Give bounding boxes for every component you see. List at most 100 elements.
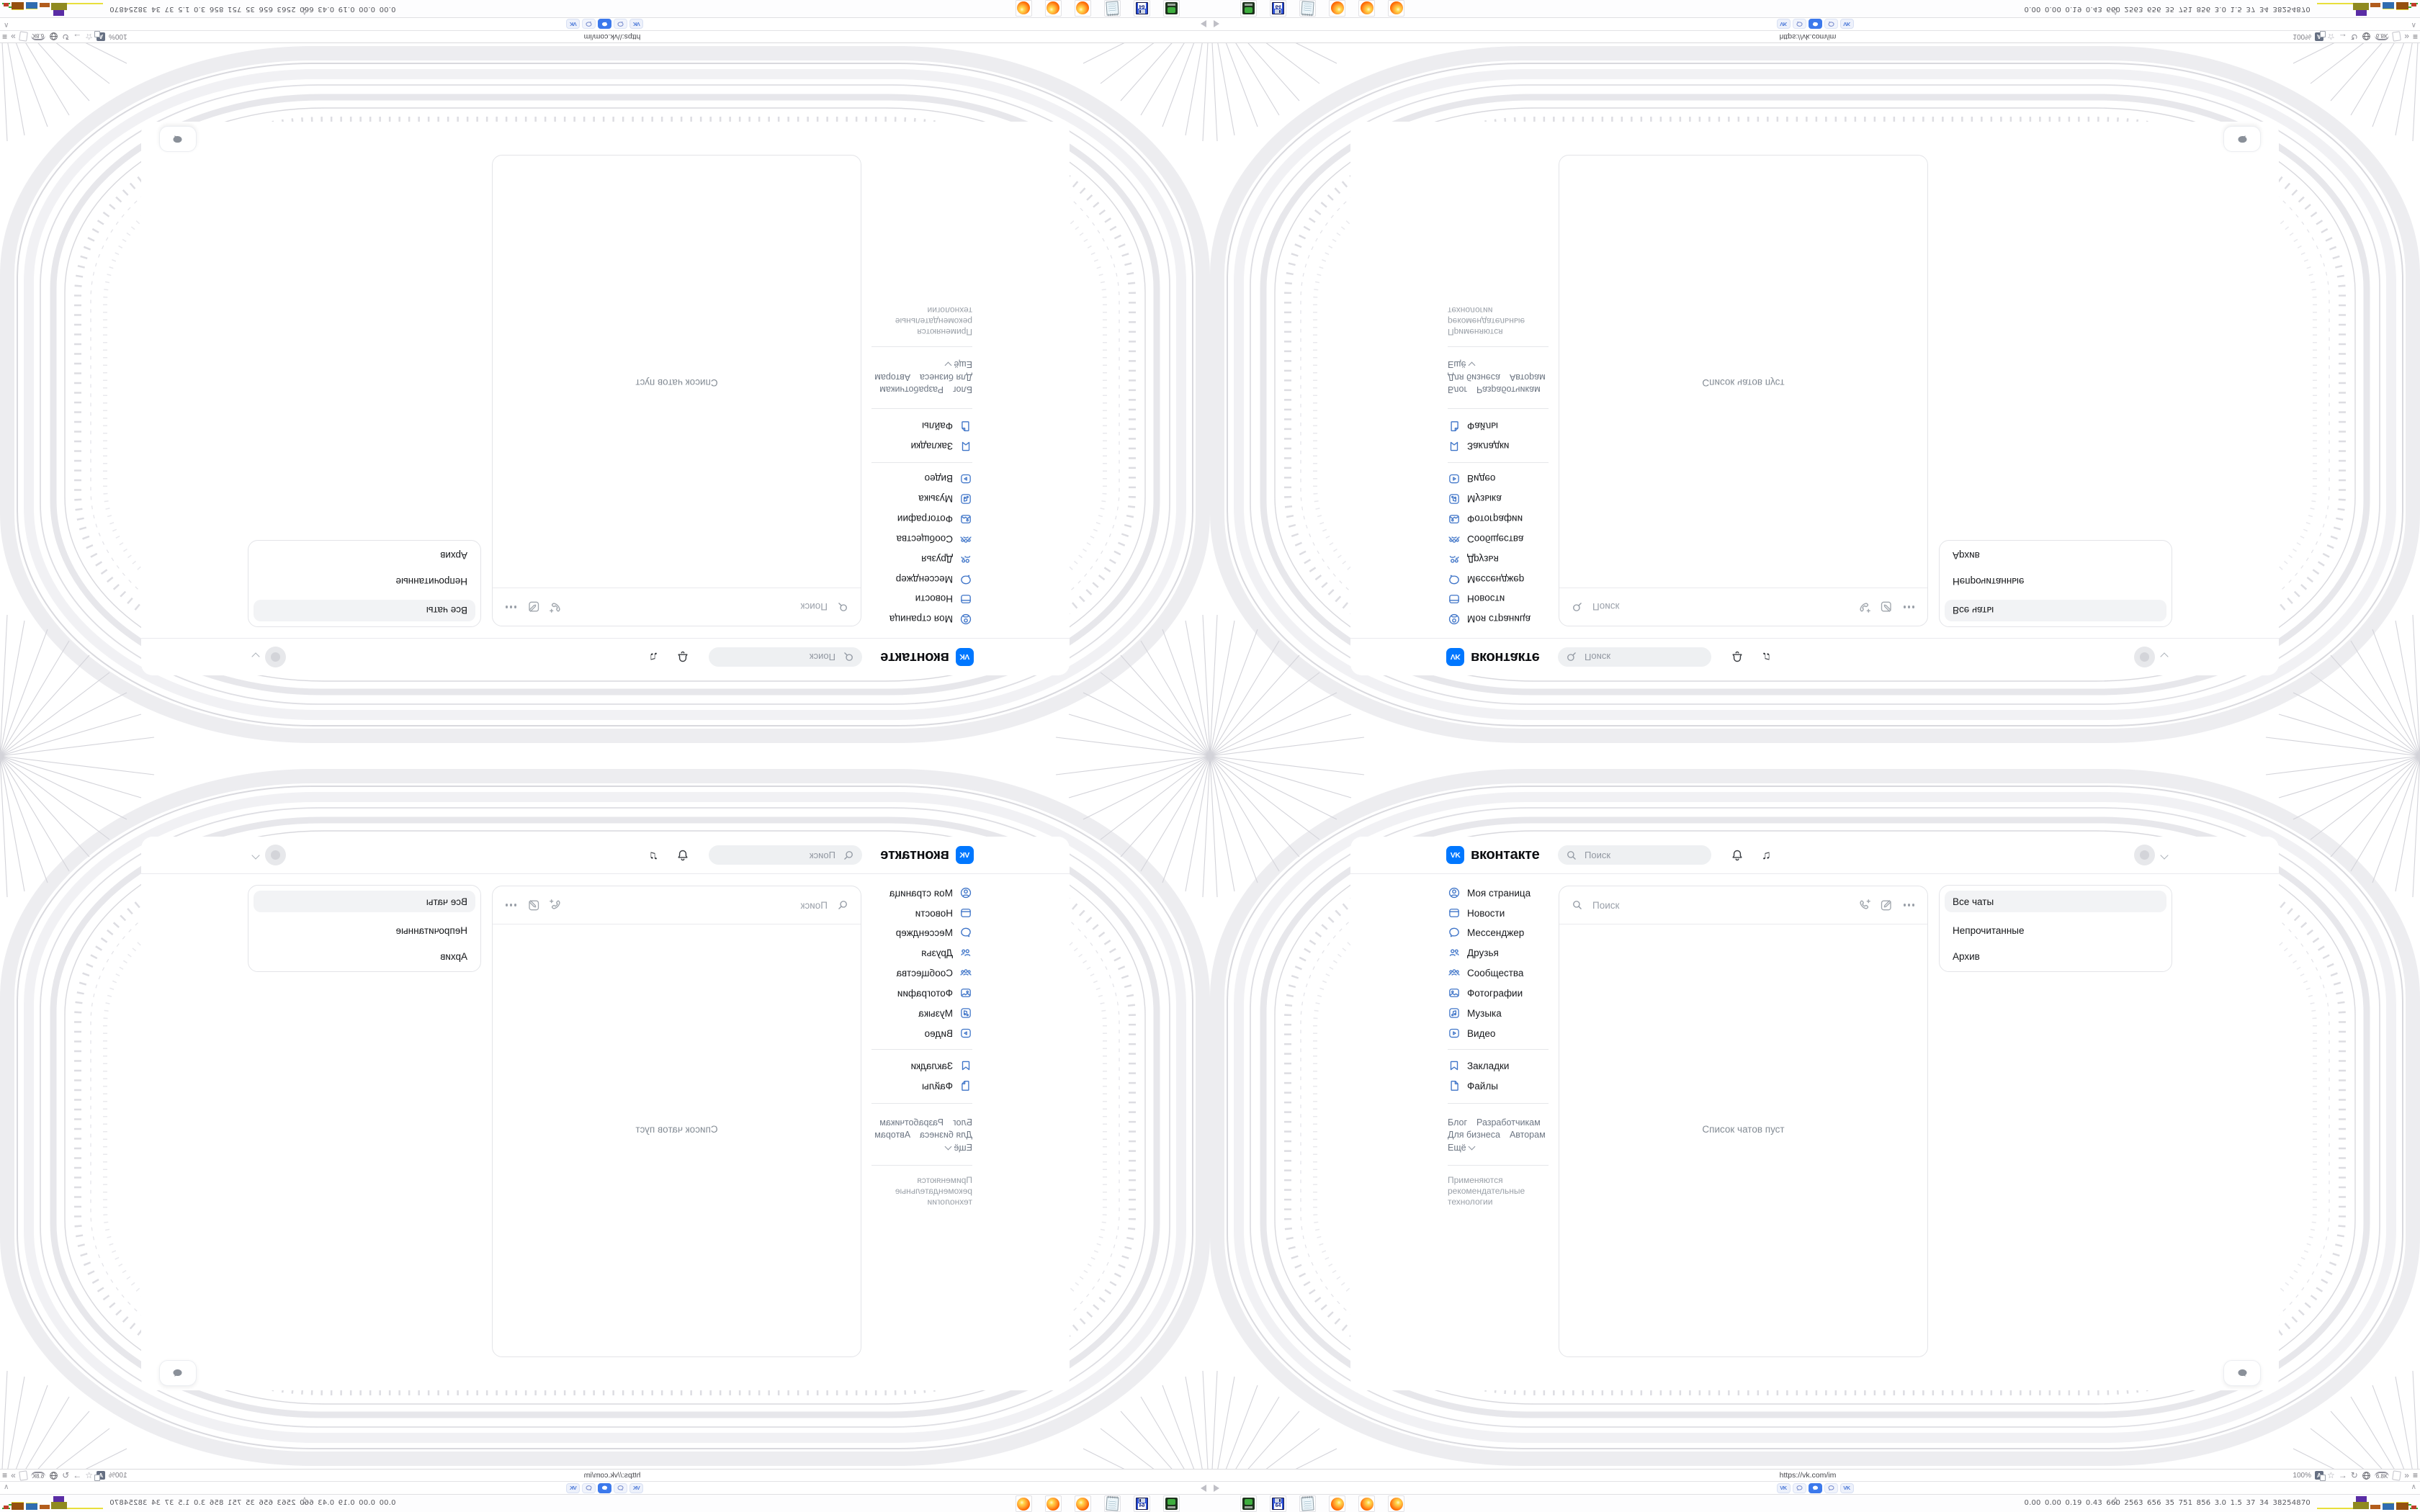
link-authors[interactable]: Авторам xyxy=(1509,372,1546,382)
sidebar-item-news[interactable]: Новости xyxy=(1448,592,1505,606)
notifications-bell-icon[interactable] xyxy=(676,848,690,863)
compose-message-button[interactable] xyxy=(1879,600,1894,615)
link-authors[interactable]: Авторам xyxy=(874,1130,911,1140)
blocker-count-badge[interactable]: 6.8K xyxy=(2374,1471,2390,1480)
chevron-down-icon[interactable] xyxy=(251,652,260,661)
blocker-count-badge[interactable]: 6.8K xyxy=(2374,32,2390,41)
browser-tab-chat[interactable] xyxy=(614,1482,628,1493)
chevron-down-icon[interactable] xyxy=(2160,652,2169,661)
support-chat-button[interactable] xyxy=(159,1360,197,1386)
link-developers[interactable]: Разработчикам xyxy=(879,384,944,395)
browser-tab-chat-active[interactable] xyxy=(598,1482,612,1493)
tab-scroll-left-icon[interactable] xyxy=(1214,1485,1219,1492)
filter-archive[interactable]: Архив xyxy=(1953,950,1980,962)
global-search[interactable] xyxy=(1558,845,1711,865)
firefox-app-button[interactable] xyxy=(1075,1495,1091,1512)
bookmark-star-icon[interactable]: ☆ xyxy=(85,32,93,42)
browser-tab-chat-active[interactable] xyxy=(1808,19,1822,30)
sidebar-item-video[interactable]: Видео xyxy=(1448,472,1495,486)
url-bar[interactable]: https://vk.com/im xyxy=(1779,32,1837,41)
music-icon[interactable]: ♫ xyxy=(649,650,658,664)
sidebar-item-communities[interactable]: Сообщества xyxy=(1448,966,1523,980)
filter-all-chats[interactable]: Все чаты xyxy=(1945,891,2166,912)
globe-icon[interactable] xyxy=(49,1471,58,1480)
notes-icon[interactable] xyxy=(18,31,28,42)
filter-archive[interactable]: Архив xyxy=(1953,550,1980,562)
overflow-chevrons-icon[interactable]: » xyxy=(11,32,16,42)
global-search-input[interactable] xyxy=(1583,651,1694,663)
menu-icon[interactable]: ≡ xyxy=(2412,32,2418,42)
browser-tab-chat-active[interactable] xyxy=(598,19,612,30)
global-search-input[interactable] xyxy=(726,651,837,663)
link-developers[interactable]: Разработчикам xyxy=(1476,1117,1541,1128)
sidebar-item-news[interactable]: Новости xyxy=(1448,906,1505,920)
compose-message-button[interactable] xyxy=(526,600,541,615)
more-options-button[interactable] xyxy=(1901,898,1917,913)
chevron-down-icon[interactable] xyxy=(2160,851,2169,860)
link-business[interactable]: Для бизнеса xyxy=(1448,1130,1500,1140)
blocker-count-badge[interactable]: 6.8K xyxy=(30,1471,46,1480)
support-chat-button[interactable] xyxy=(2223,1360,2261,1386)
sidebar-item-music[interactable]: Музыка xyxy=(1448,1006,1502,1020)
floppy-app-button[interactable]: 64 xyxy=(1270,1495,1286,1512)
chevron-up-icon[interactable]: ∧ xyxy=(2411,1483,2416,1491)
sidebar-item-friends[interactable]: Друзья xyxy=(1448,552,1499,567)
firefox-app-button[interactable] xyxy=(1045,1495,1062,1512)
sidebar-item-friends[interactable]: Друзья xyxy=(921,945,972,960)
sidebar-item-profile[interactable]: Моя страница xyxy=(1448,612,1531,626)
disk-tool-app-button[interactable] xyxy=(1240,0,1257,17)
notepad-app-button[interactable] xyxy=(1104,1495,1121,1512)
chat-search-input[interactable] xyxy=(1591,899,1850,912)
chevron-up-icon[interactable]: ∧ xyxy=(4,21,9,29)
link-more[interactable]: Ещё xyxy=(944,1143,972,1153)
sidebar-item-music[interactable]: Музыка xyxy=(918,1006,972,1020)
font-size-icon[interactable]: A xyxy=(2315,32,2323,41)
link-more[interactable]: Ещё xyxy=(1448,359,1476,369)
sidebar-item-bookmarks[interactable]: Закладки xyxy=(1448,439,1509,454)
sidebar-item-friends[interactable]: Друзья xyxy=(921,552,972,567)
bookmark-star-icon[interactable]: ☆ xyxy=(85,1470,93,1480)
filter-all-chats[interactable]: Все чаты xyxy=(1945,600,2166,621)
bookmark-star-icon[interactable]: ☆ xyxy=(2327,32,2335,42)
disk-tool-app-button[interactable] xyxy=(1163,1495,1180,1512)
overflow-chevrons-icon[interactable]: » xyxy=(2404,1470,2409,1480)
browser-tab-vk[interactable]: VK xyxy=(1839,19,1854,30)
browser-tab-chat[interactable] xyxy=(582,19,596,30)
floppy-app-button[interactable]: 64 xyxy=(1134,0,1150,17)
notes-icon[interactable] xyxy=(18,1470,28,1481)
filter-archive[interactable]: Архив xyxy=(440,550,467,562)
link-business[interactable]: Для бизнеса xyxy=(920,1130,972,1140)
floppy-app-button[interactable]: 64 xyxy=(1134,1495,1150,1512)
music-icon[interactable]: ♫ xyxy=(1762,650,1771,664)
filter-unread[interactable]: Непрочитанные xyxy=(1953,924,2025,936)
compose-message-button[interactable] xyxy=(1879,898,1894,913)
chat-search-input[interactable] xyxy=(1591,600,1850,613)
vk-logo[interactable]: VK вконтакте xyxy=(881,846,974,864)
notifications-bell-icon[interactable] xyxy=(1730,649,1744,664)
sidebar-item-messenger[interactable]: Мессенджер xyxy=(896,925,972,940)
link-blog[interactable]: Блог xyxy=(952,1117,972,1128)
browser-tab-vk[interactable]: VK xyxy=(1839,1482,1854,1493)
menu-icon[interactable]: ≡ xyxy=(2412,1470,2418,1480)
link-authors[interactable]: Авторам xyxy=(874,372,911,382)
link-developers[interactable]: Разработчикам xyxy=(1476,384,1541,395)
browser-tab-vk[interactable]: VK xyxy=(1776,19,1791,30)
double-chevron-up-icon[interactable]: ∧ ∧ xyxy=(2113,1495,2118,1506)
forward-icon[interactable]: → xyxy=(2338,32,2347,42)
global-search[interactable] xyxy=(709,647,862,667)
reload-icon[interactable]: ↻ xyxy=(62,32,70,42)
sidebar-item-messenger[interactable]: Мессенджер xyxy=(1448,925,1524,940)
music-icon[interactable]: ♫ xyxy=(1762,848,1771,862)
firefox-app-button[interactable] xyxy=(1358,1495,1375,1512)
new-call-button[interactable] xyxy=(548,898,563,913)
sidebar-item-photos[interactable]: Фотографии xyxy=(1448,512,1523,526)
global-search-input[interactable] xyxy=(726,849,837,861)
browser-tab-chat[interactable] xyxy=(1792,1482,1806,1493)
new-call-button[interactable] xyxy=(1857,600,1872,615)
music-icon[interactable]: ♫ xyxy=(649,848,658,862)
font-size-icon[interactable]: A xyxy=(2315,1471,2326,1481)
sidebar-item-video[interactable]: Видео xyxy=(1448,1026,1495,1040)
sidebar-item-news[interactable]: Новости xyxy=(915,592,972,606)
browser-tab-chat[interactable] xyxy=(614,19,628,30)
sidebar-item-profile[interactable]: Моя страница xyxy=(889,612,972,626)
